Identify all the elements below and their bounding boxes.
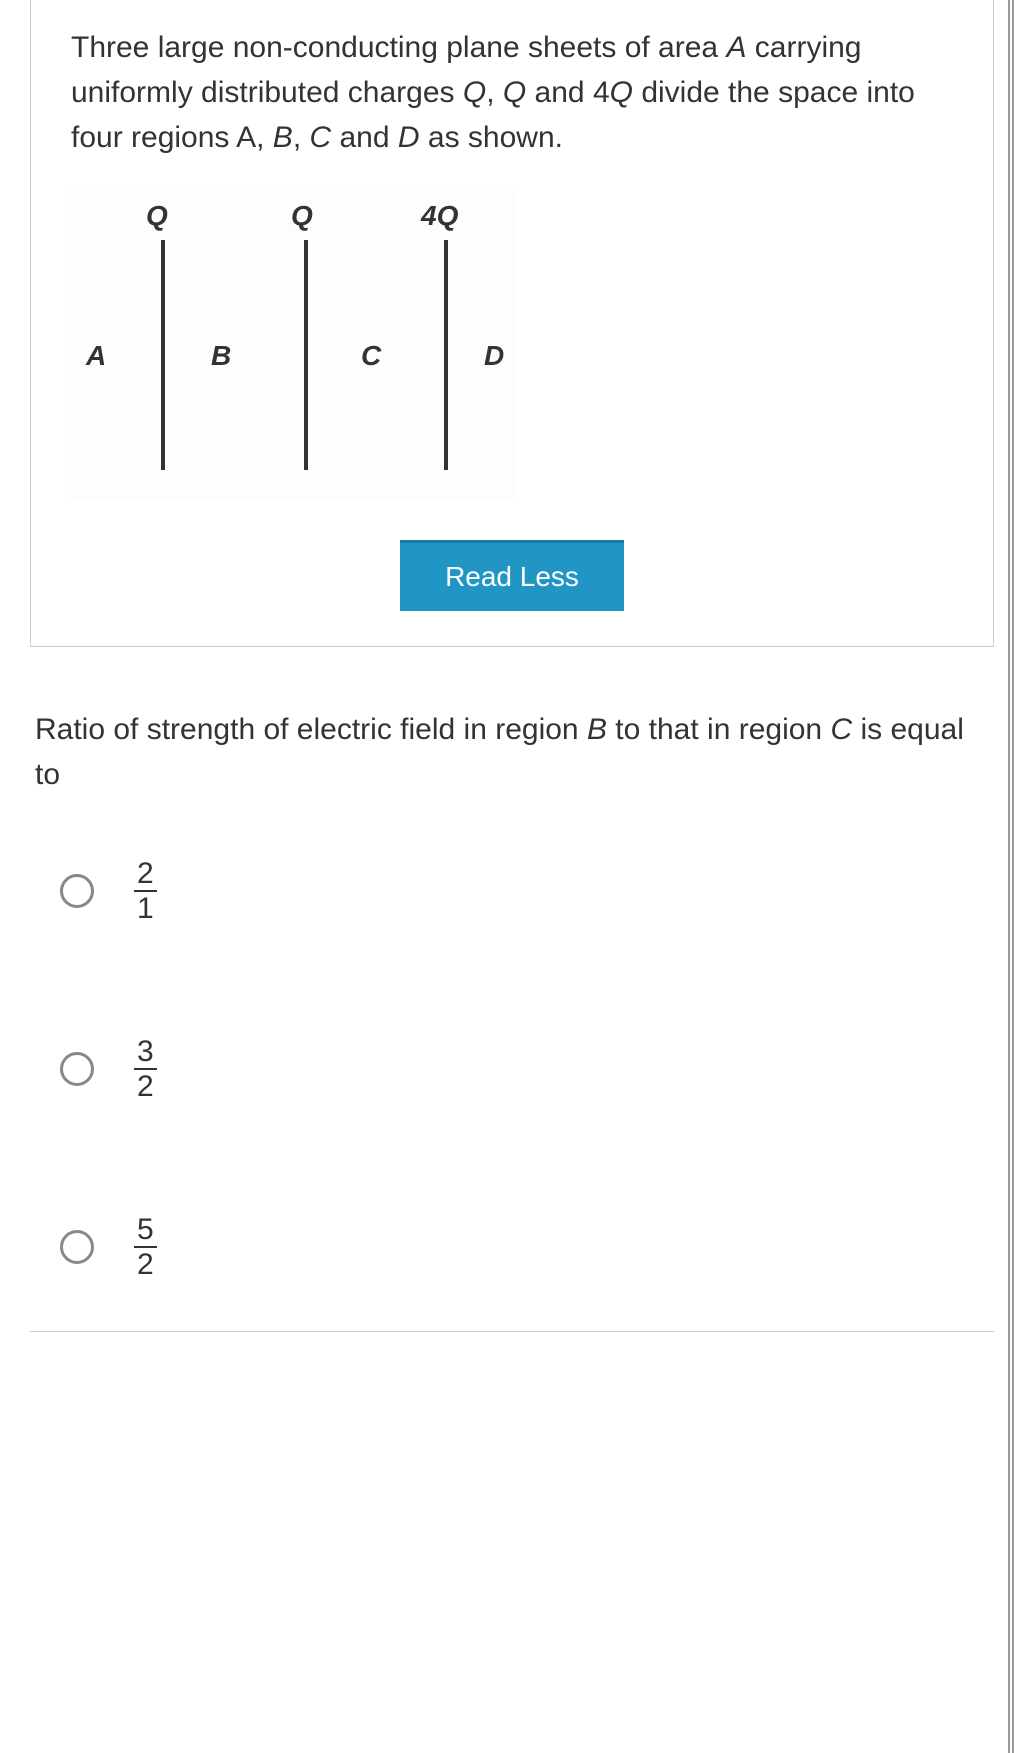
question-prompt: Ratio of strength of electric field in r… xyxy=(30,707,994,797)
sheet-label-3: 4Q xyxy=(421,200,458,232)
text-part: and xyxy=(331,121,398,154)
fraction-2: 3 2 xyxy=(134,1035,157,1103)
sheet-line-3 xyxy=(444,240,448,470)
read-less-button[interactable]: Read Less xyxy=(400,540,624,611)
fraction-numerator: 2 xyxy=(134,857,157,890)
region-label-C: C xyxy=(361,340,381,372)
radio-icon[interactable] xyxy=(60,1052,94,1086)
fraction-numerator: 5 xyxy=(134,1213,157,1246)
sheet-line-2 xyxy=(304,240,308,470)
divider-line xyxy=(30,1331,994,1332)
var-A: A xyxy=(726,31,746,64)
region-label-D: D xyxy=(484,340,504,372)
option-3[interactable]: 5 2 xyxy=(60,1213,994,1281)
question-box: Three large non-conducting plane sheets … xyxy=(30,0,994,647)
prompt-part: to that in region xyxy=(607,713,830,746)
text-part: as shown. xyxy=(420,121,563,154)
fraction-denominator: 2 xyxy=(134,1246,157,1281)
fraction-1: 2 1 xyxy=(134,857,157,925)
diagram: Q Q 4Q A B C D xyxy=(66,190,516,500)
text-part: Three large non-conducting plane sheets … xyxy=(71,31,726,64)
option-1[interactable]: 2 1 xyxy=(60,857,994,925)
scrollbar-track[interactable] xyxy=(1008,0,1014,1753)
prompt-part: Ratio of strength of electric field in r… xyxy=(35,713,587,746)
sheet-label-2: Q xyxy=(291,200,313,232)
sheet-line-1 xyxy=(161,240,165,470)
radio-icon[interactable] xyxy=(60,1230,94,1264)
var-Q: Q xyxy=(463,76,486,109)
var-Q: Q xyxy=(610,76,633,109)
fraction-numerator: 3 xyxy=(134,1035,157,1068)
fraction-denominator: 1 xyxy=(134,890,157,925)
var-C: C xyxy=(309,121,331,154)
fraction-denominator: 2 xyxy=(134,1068,157,1103)
radio-icon[interactable] xyxy=(60,874,94,908)
option-2[interactable]: 3 2 xyxy=(60,1035,994,1103)
var-B: B xyxy=(587,713,607,746)
var-C: C xyxy=(830,713,852,746)
region-label-A: A xyxy=(86,340,106,372)
text-part: , xyxy=(486,76,503,109)
options-container: 2 1 3 2 5 2 xyxy=(30,857,994,1281)
question-text: Three large non-conducting plane sheets … xyxy=(71,25,953,160)
text-part: , xyxy=(293,121,310,154)
region-label-B: B xyxy=(211,340,231,372)
var-D: D xyxy=(398,121,420,154)
text-part: and 4 xyxy=(526,76,609,109)
sheet-label-1: Q xyxy=(146,200,168,232)
var-B: B xyxy=(273,121,293,154)
var-Q: Q xyxy=(503,76,526,109)
fraction-3: 5 2 xyxy=(134,1213,157,1281)
